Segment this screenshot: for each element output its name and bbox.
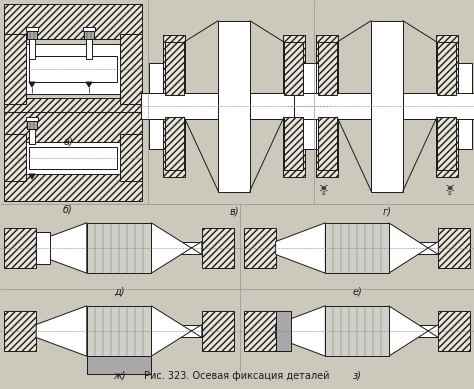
Bar	[149, 116, 163, 149]
Bar	[18, 142, 128, 174]
Text: з): з)	[353, 370, 362, 380]
Bar	[438, 311, 470, 351]
Bar	[4, 98, 142, 133]
Bar	[4, 242, 234, 254]
Bar	[297, 93, 372, 119]
Bar	[163, 35, 185, 177]
Bar	[284, 42, 303, 95]
Bar	[36, 232, 50, 264]
Bar	[4, 112, 142, 144]
Bar	[202, 311, 234, 351]
Bar	[165, 42, 184, 95]
Bar	[4, 171, 142, 201]
Bar	[316, 35, 338, 177]
Bar	[325, 223, 389, 273]
Bar	[144, 93, 219, 119]
Bar	[438, 228, 470, 268]
Bar	[84, 31, 94, 39]
Bar	[294, 93, 372, 119]
Polygon shape	[389, 306, 438, 356]
Bar	[437, 117, 456, 170]
Polygon shape	[29, 82, 35, 87]
Bar	[18, 44, 128, 94]
Bar	[436, 35, 458, 177]
Bar	[437, 42, 456, 95]
Bar	[305, 116, 319, 149]
Polygon shape	[276, 306, 325, 356]
Bar	[29, 56, 117, 82]
Bar	[87, 356, 151, 374]
Bar	[26, 27, 38, 31]
Text: б): б)	[63, 204, 73, 214]
Bar	[283, 35, 305, 177]
Polygon shape	[36, 306, 87, 356]
Bar	[4, 311, 36, 351]
Text: s: s	[448, 190, 452, 196]
Bar	[26, 117, 38, 121]
Bar	[4, 134, 26, 181]
Text: г): г)	[383, 206, 392, 216]
Polygon shape	[29, 174, 35, 179]
Bar	[4, 324, 234, 338]
Polygon shape	[36, 223, 87, 273]
Bar	[83, 27, 95, 31]
Bar	[4, 34, 26, 104]
Bar	[202, 228, 234, 268]
Bar	[250, 93, 327, 119]
Bar	[372, 21, 402, 191]
Bar	[29, 37, 35, 59]
Bar	[284, 117, 303, 170]
Bar	[276, 311, 292, 351]
Bar	[86, 37, 92, 59]
Bar	[149, 63, 163, 96]
Bar	[318, 42, 337, 95]
Bar	[29, 129, 35, 144]
Bar	[87, 306, 151, 356]
Bar	[120, 34, 142, 104]
Bar	[29, 147, 117, 169]
Polygon shape	[389, 223, 438, 273]
Bar	[165, 117, 184, 170]
Bar	[141, 93, 219, 119]
Bar	[458, 63, 472, 96]
Text: а): а)	[63, 136, 73, 146]
Text: s: s	[322, 190, 326, 196]
Bar	[27, 31, 37, 39]
Bar	[87, 223, 151, 273]
Polygon shape	[151, 306, 202, 356]
Bar	[244, 242, 470, 254]
Bar	[244, 228, 276, 268]
Polygon shape	[151, 223, 202, 273]
Bar	[219, 21, 250, 191]
Bar	[244, 324, 470, 338]
Bar	[4, 4, 142, 39]
Polygon shape	[276, 223, 325, 273]
Bar	[27, 121, 37, 129]
Text: д): д)	[114, 287, 124, 297]
Text: в): в)	[229, 206, 239, 216]
Polygon shape	[86, 82, 92, 87]
Bar	[318, 117, 337, 170]
Text: Рис. 323. Осевая фиксация деталей: Рис. 323. Осевая фиксация деталей	[144, 371, 330, 381]
Bar	[305, 63, 319, 96]
Bar	[402, 93, 474, 119]
Bar	[244, 311, 276, 351]
Bar	[458, 116, 472, 149]
Bar	[302, 116, 316, 149]
Text: ж): ж)	[113, 370, 125, 380]
Text: е): е)	[352, 287, 362, 297]
Bar	[120, 134, 142, 181]
Bar	[4, 228, 36, 268]
Bar	[325, 306, 389, 356]
Bar	[302, 63, 316, 96]
